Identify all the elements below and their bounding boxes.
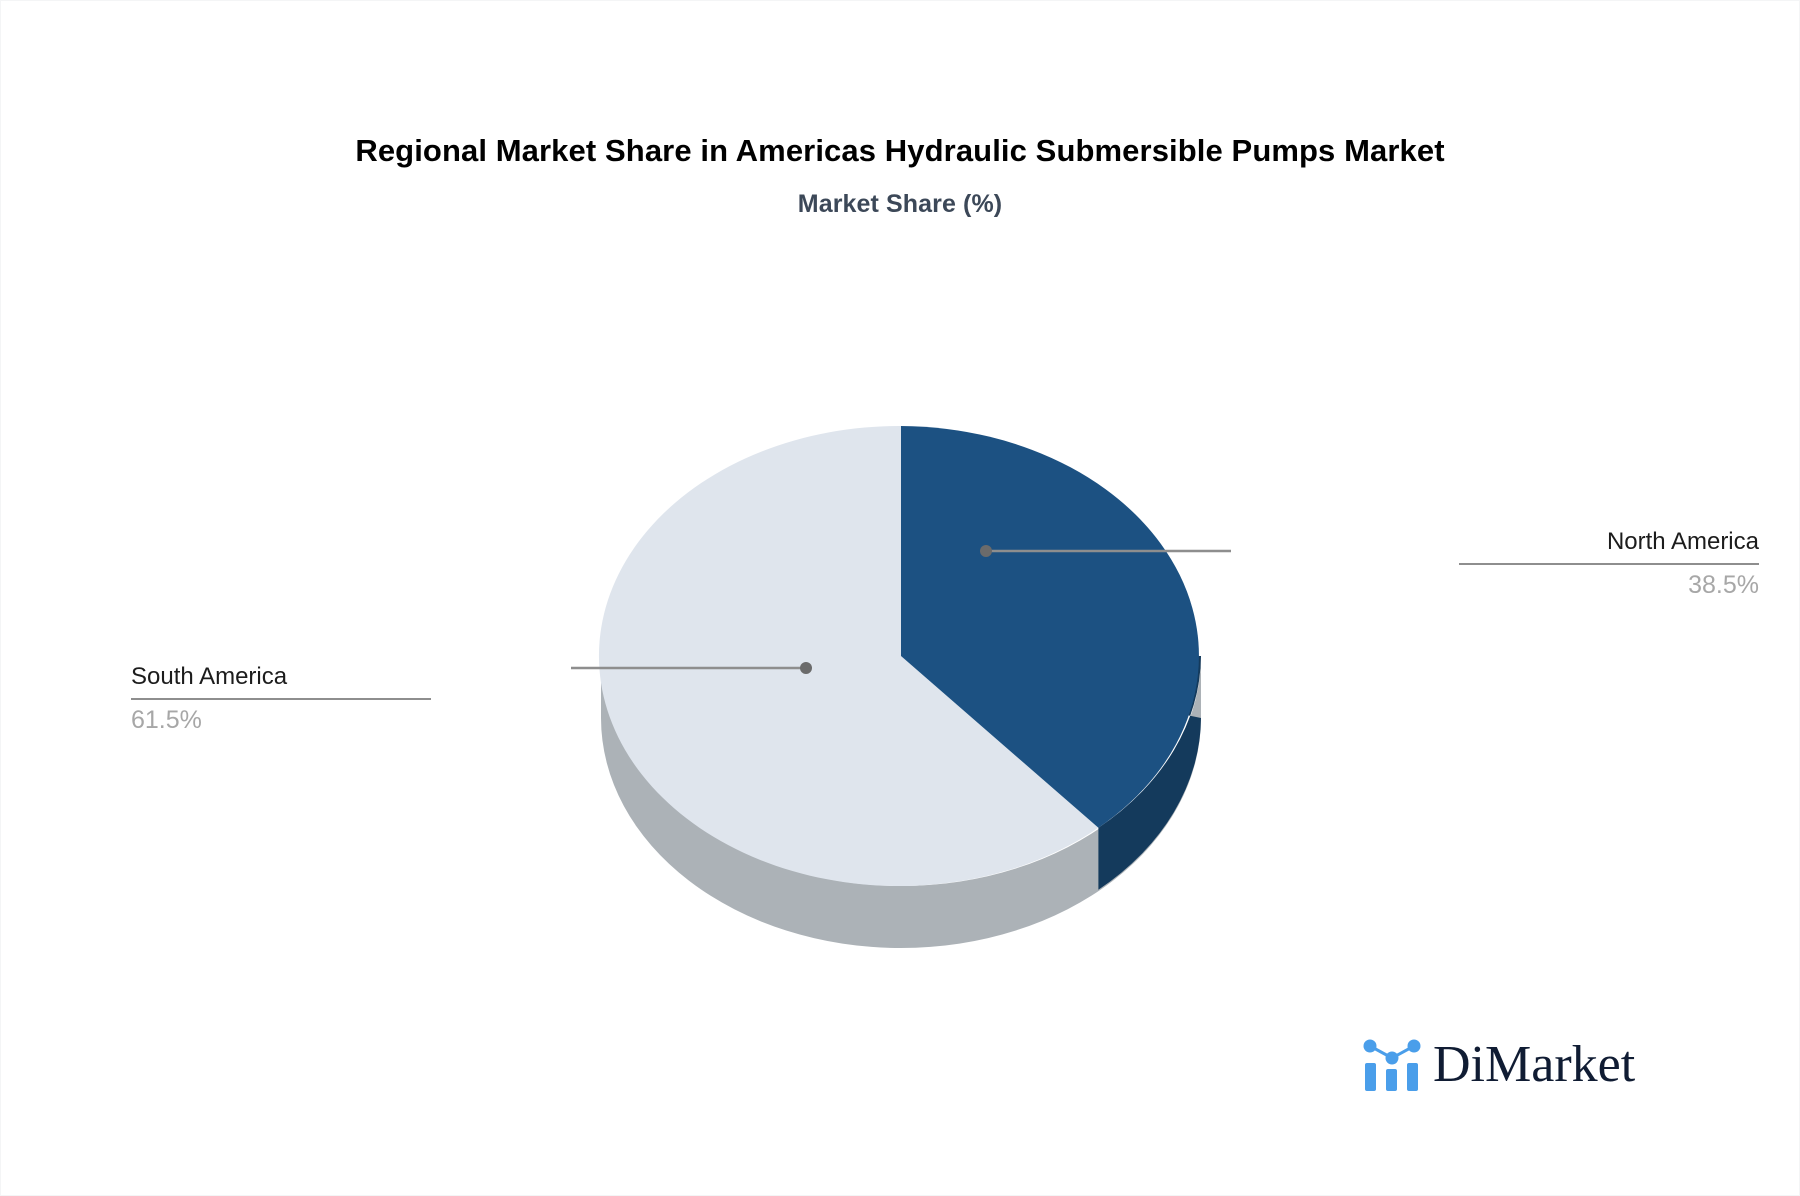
callout-south-america-value: 61.5% xyxy=(131,705,202,734)
chart-title: Regional Market Share in Americas Hydrau… xyxy=(355,133,1445,168)
pie-slice-north-america[interactable] xyxy=(901,426,1199,828)
callout-north-america[interactable]: North America 38.5% xyxy=(1459,528,1759,599)
pie-chart xyxy=(571,361,1231,951)
callout-north-america-label: North America xyxy=(1606,528,1759,555)
bar-chart-trend-icon xyxy=(1363,1039,1421,1091)
pie-slice-south-america[interactable] xyxy=(598,425,1099,886)
pie-svg xyxy=(571,425,1231,948)
callout-north-america-value: 38.5% xyxy=(1688,570,1759,599)
leader-line-south-america xyxy=(571,662,812,674)
callout-north-america-rule xyxy=(1459,562,1759,565)
leader-line-north-america xyxy=(980,545,1231,557)
callout-south-america-label: South America xyxy=(131,663,288,690)
callout-south-america-rule xyxy=(131,697,431,700)
dimarket-logo-text: DiMarket xyxy=(1433,1036,1636,1093)
chart-subtitle: Market Share (%) xyxy=(797,190,1003,218)
callout-south-america[interactable]: South America 61.5% xyxy=(131,663,431,734)
pie-side-south-america xyxy=(601,656,1201,948)
dimarket-logo: DiMarket xyxy=(1361,1036,1635,1094)
pie-side-north-america xyxy=(901,656,1201,890)
